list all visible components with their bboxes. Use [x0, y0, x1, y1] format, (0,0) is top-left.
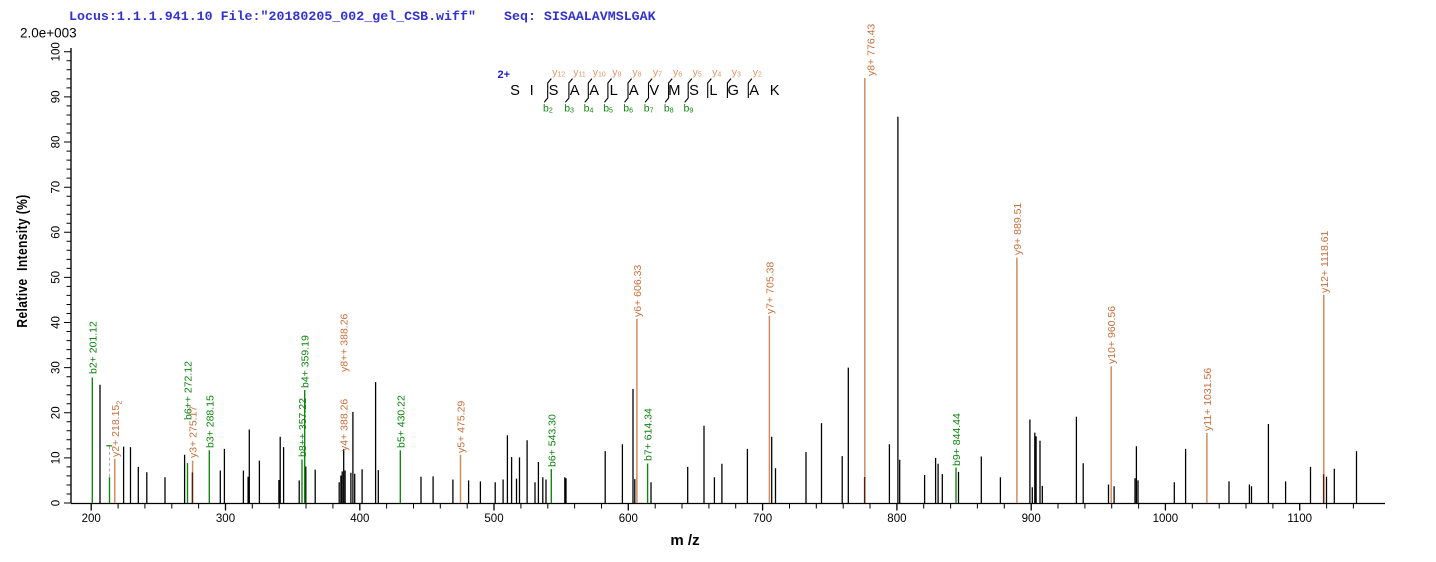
svg-text:y9: y9: [612, 67, 621, 79]
svg-text:b3+ 288.15: b3+ 288.15: [204, 395, 216, 448]
svg-text:700: 700: [753, 513, 772, 525]
svg-text:y7+ 705.38: y7+ 705.38: [764, 262, 776, 314]
svg-text:800: 800: [887, 513, 906, 525]
svg-text:I: I: [530, 83, 534, 99]
svg-text:70: 70: [51, 181, 63, 194]
svg-text:y6: y6: [673, 67, 682, 79]
svg-text:S: S: [549, 83, 559, 99]
svg-text:b4: b4: [584, 103, 594, 115]
svg-text:b7: b7: [644, 103, 654, 115]
svg-text:G: G: [727, 83, 738, 99]
svg-text:b8++ 357.22: b8++ 357.22: [297, 398, 309, 457]
svg-text:200: 200: [82, 513, 101, 525]
svg-text:500: 500: [484, 513, 503, 525]
svg-text:y8++ 388.26: y8++ 388.26: [339, 313, 351, 372]
svg-text:y2+ 218.152: y2+ 218.152: [110, 401, 124, 457]
svg-text:10: 10: [51, 452, 63, 465]
svg-text:y4: y4: [712, 67, 721, 79]
svg-text:L: L: [709, 83, 717, 99]
svg-text:2+: 2+: [498, 69, 511, 81]
svg-text:Seq: SISAALAVMSLGAK: Seq: SISAALAVMSLGAK: [504, 9, 656, 24]
svg-text:b5+ 430.22: b5+ 430.22: [395, 395, 407, 448]
svg-text:y6+ 606.33: y6+ 606.33: [632, 265, 644, 317]
svg-text:300: 300: [216, 513, 235, 525]
svg-text:y8+ 776.43: y8+ 776.43: [865, 24, 877, 76]
svg-text:y5+ 475.29: y5+ 475.29: [456, 401, 468, 453]
svg-text:M: M: [668, 83, 680, 99]
svg-text:y2: y2: [753, 67, 762, 79]
svg-text:y8: y8: [632, 67, 641, 79]
svg-text:S: S: [510, 83, 520, 99]
svg-text:40: 40: [51, 316, 63, 329]
svg-text:b8: b8: [664, 103, 674, 115]
svg-text:100: 100: [51, 42, 63, 61]
svg-text:b9+ 844.44: b9+ 844.44: [951, 413, 963, 466]
svg-text:b6++ 272.12: b6++ 272.12: [182, 361, 194, 420]
svg-text:0: 0: [51, 500, 63, 506]
svg-text:Relative Intensity (%): Relative Intensity (%): [14, 194, 31, 327]
svg-text:A: A: [589, 83, 599, 99]
svg-text:400: 400: [350, 513, 369, 525]
svg-text:b6+ 543.30: b6+ 543.30: [546, 414, 558, 467]
svg-text:b6: b6: [623, 103, 633, 115]
svg-text:b7+ 614.34: b7+ 614.34: [643, 408, 655, 461]
svg-text:1100: 1100: [1287, 513, 1312, 525]
svg-text:50: 50: [51, 271, 63, 284]
svg-text:y3+ 275.17: y3+ 275.17: [188, 406, 200, 458]
svg-text:1000: 1000: [1153, 513, 1179, 525]
svg-text:y5: y5: [693, 67, 702, 79]
svg-text:S: S: [689, 83, 699, 99]
svg-text:Locus:1.1.1.941.10 File:"20180: Locus:1.1.1.941.10 File:"20180205_002_ge…: [69, 9, 476, 24]
svg-text:A: A: [749, 83, 759, 99]
svg-text:y12+ 1118.61: y12+ 1118.61: [1319, 230, 1331, 293]
svg-text:600: 600: [619, 513, 638, 525]
svg-text:2.0e+003: 2.0e+003: [20, 26, 77, 41]
svg-text:y7: y7: [653, 67, 662, 79]
svg-text:80: 80: [51, 136, 63, 149]
svg-text:b2+ 201.12: b2+ 201.12: [87, 321, 99, 374]
svg-text:60: 60: [51, 226, 63, 239]
svg-text:90: 90: [51, 91, 63, 104]
svg-text:b5: b5: [603, 103, 613, 115]
svg-text:K: K: [770, 83, 780, 99]
svg-text:y11+ 1031.56: y11+ 1031.56: [1202, 368, 1214, 431]
svg-text:20: 20: [51, 406, 63, 419]
svg-text:y9+ 889.51: y9+ 889.51: [1012, 203, 1024, 255]
svg-text:b2: b2: [543, 103, 553, 115]
svg-text:b3: b3: [564, 103, 574, 115]
svg-text:b9: b9: [684, 103, 694, 115]
svg-text:A: A: [570, 83, 580, 99]
svg-text:y4+ 388.26: y4+ 388.26: [339, 399, 351, 451]
svg-text:30: 30: [51, 361, 63, 374]
svg-text:b4+ 359.19: b4+ 359.19: [300, 335, 312, 388]
svg-text:m /z: m /z: [670, 532, 699, 549]
svg-text:A: A: [629, 83, 639, 99]
svg-text:y10+ 960.56: y10+ 960.56: [1106, 306, 1118, 364]
svg-text:y3: y3: [732, 67, 741, 79]
svg-text:L: L: [610, 83, 618, 99]
svg-text:900: 900: [1022, 513, 1041, 525]
svg-text:V: V: [649, 83, 659, 99]
